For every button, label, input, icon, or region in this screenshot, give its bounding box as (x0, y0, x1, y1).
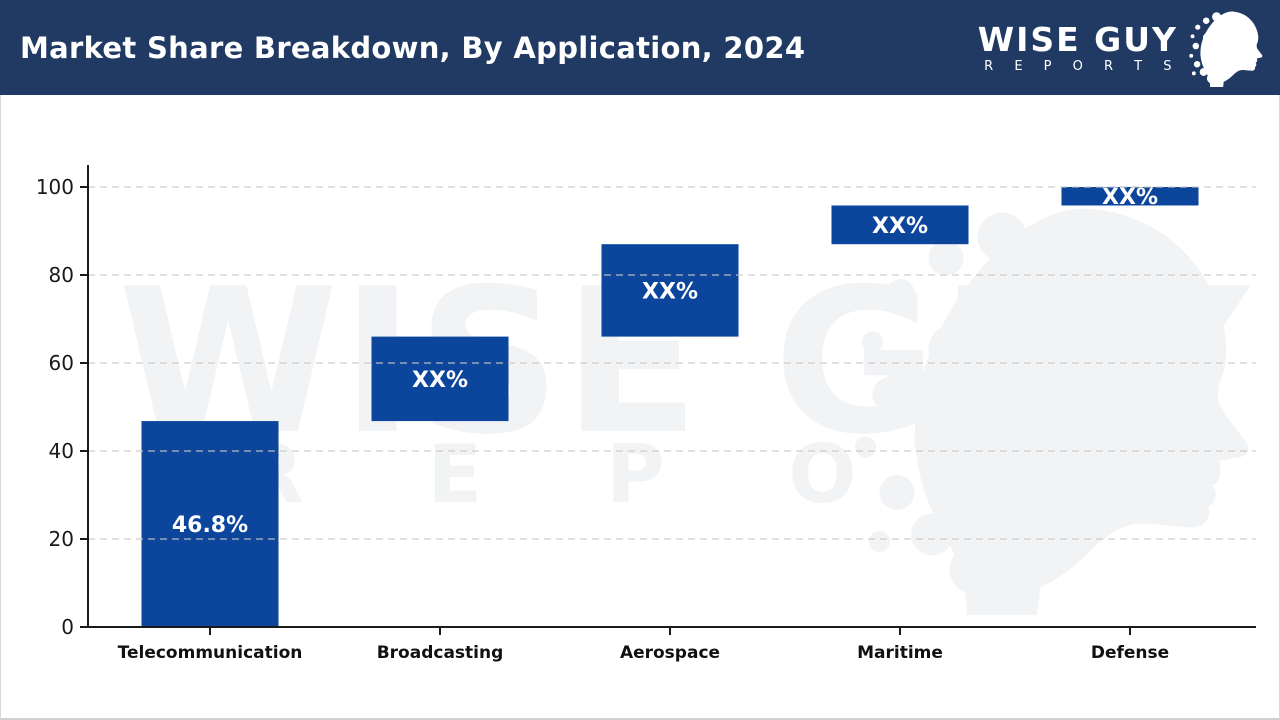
x-axis-label: Telecommunication (118, 643, 303, 663)
y-tick-label: 100 (36, 175, 74, 199)
bar-maritime (831, 205, 969, 245)
logo-subtitle: R E P O R T S (984, 58, 1180, 74)
bar-defense (1061, 187, 1199, 206)
y-tick-label: 0 (61, 615, 74, 639)
bar-broadcasting (371, 336, 509, 422)
watermark-head-profile-icon (855, 208, 1249, 615)
y-tick-label: 40 (49, 439, 74, 463)
y-tick-label: 80 (49, 263, 74, 287)
x-axis-label: Aerospace (620, 643, 720, 663)
page-header: Market Share Breakdown, By Application, … (0, 0, 1280, 95)
logo-text: WISE GUY R E P O R T S (976, 23, 1180, 73)
x-axis-label: Defense (1091, 643, 1169, 663)
bar-value-label: XX% (412, 368, 468, 393)
bar-value-label: XX% (642, 279, 698, 304)
head-profile-logo-icon (1189, 11, 1263, 87)
logo-wordmark: WISE GUY (977, 19, 1178, 59)
bar-value-label: XX% (872, 214, 928, 239)
wise-guy-logo: WISE GUY R E P O R T S (976, 9, 1266, 87)
x-axis-label: Broadcasting (377, 643, 504, 663)
bar-value-label: XX% (1102, 185, 1158, 210)
y-tick-label: 60 (49, 351, 74, 375)
y-tick-label: 20 (49, 527, 74, 551)
bar-aerospace (601, 244, 739, 337)
bar-value-label: 46.8% (172, 513, 248, 538)
page-title: Market Share Breakdown, By Application, … (20, 30, 806, 65)
x-axis-label: Maritime (857, 643, 943, 663)
bar-telecommunication (141, 421, 279, 627)
